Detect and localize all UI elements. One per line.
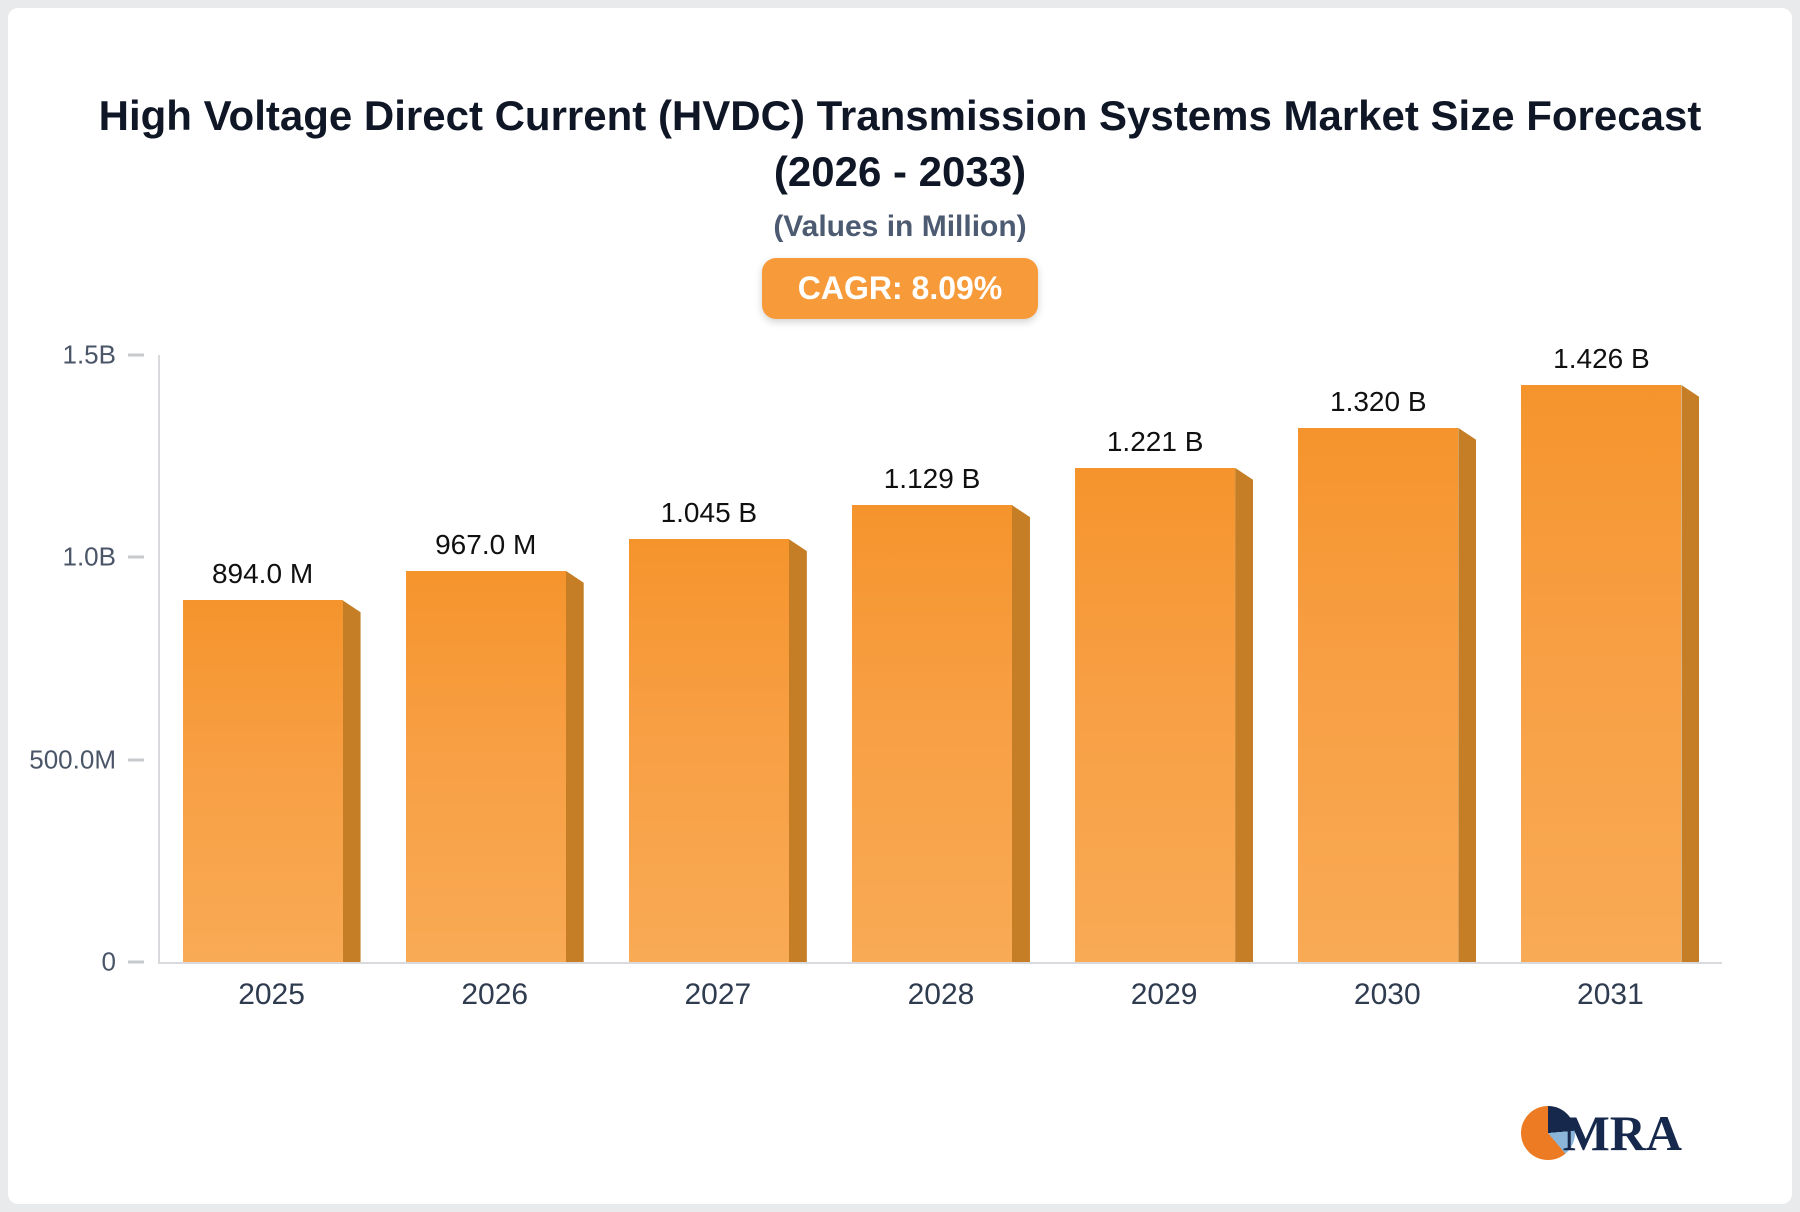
bar-side-3d	[1458, 427, 1477, 962]
mra-logo: MRA	[1520, 1104, 1682, 1162]
bar-value-label: 894.0 M	[211, 558, 314, 590]
y-axis-tick-mark	[128, 960, 144, 964]
bar-group: 967.0 M 2026	[405, 355, 584, 1011]
bar-side-3d	[1235, 467, 1254, 962]
bar-group: 1.221 B 2029	[1075, 355, 1254, 1011]
bar[interactable]: 1.320 B	[1298, 386, 1477, 962]
y-axis-tick-label: 1.5B	[62, 339, 117, 370]
x-axis-label: 2029	[1130, 978, 1198, 1011]
bar-side-3d	[565, 570, 584, 962]
x-axis-label: 2031	[1577, 978, 1644, 1011]
x-axis-label: 2027	[684, 978, 752, 1011]
bar-value-label: 967.0 M	[435, 528, 537, 560]
y-axis-tick: 500.0M	[10, 744, 160, 775]
bar-value-label: 1.221 B	[1106, 425, 1204, 457]
bar-side-3d	[342, 600, 361, 962]
mra-logo-pie-icon	[1520, 1106, 1575, 1160]
bar[interactable]: 1.045 B	[628, 497, 807, 962]
y-axis-tick-label: 1.0B	[62, 541, 117, 572]
cagr-badge: CAGR: 8.09%	[761, 258, 1039, 319]
x-axis-label: 2030	[1353, 978, 1421, 1011]
chart-title-line1: High Voltage Direct Current (HVDC) Trans…	[98, 92, 1702, 139]
bar-group: 1.426 B 2031	[1521, 343, 1700, 1011]
bar-value-label: 1.426 B	[1553, 342, 1650, 374]
bar-series: 894.0 M 2025 967.0 M 2026 1.045 B 2027 1.129 B…	[160, 343, 1722, 1011]
bar-face	[182, 600, 343, 962]
chart-title: High Voltage Direct Current (HVDC) Trans…	[68, 88, 1732, 200]
bar[interactable]: 1.221 B	[1075, 426, 1254, 962]
bar[interactable]: 894.0 M	[182, 558, 361, 962]
bar-value-label: 1.320 B	[1330, 385, 1427, 417]
bar-side-3d	[788, 539, 807, 962]
x-axis-label: 2025	[238, 978, 305, 1011]
y-axis: 1.5B 1.0B 500.0M 0	[10, 340, 160, 977]
bar-face	[851, 505, 1012, 962]
y-axis-tick-label: 500.0M	[29, 744, 116, 775]
bar-face	[1521, 384, 1682, 962]
bar-face	[628, 539, 789, 962]
bar-group: 1.045 B 2027	[628, 355, 807, 1011]
bar[interactable]: 1.129 B	[851, 463, 1030, 962]
y-axis-tick: 0	[10, 947, 160, 978]
bar-group: 1.320 B 2030	[1298, 355, 1477, 1011]
bar-group: 1.129 B 2028	[851, 355, 1030, 1011]
y-axis-tick-mark	[128, 353, 144, 357]
bar-side-3d	[1011, 505, 1030, 962]
bar-value-label: 1.045 B	[660, 497, 758, 529]
chart-subtitle: (Values in Million)	[773, 210, 1027, 243]
y-axis-tick: 1.5B	[10, 340, 160, 371]
y-axis-tick-label: 0	[101, 946, 116, 977]
y-axis-tick: 1.0B	[10, 542, 160, 573]
chart-title-line2: (2026 - 2033)	[773, 148, 1027, 195]
bar[interactable]: 1.426 B	[1521, 343, 1700, 962]
bar-side-3d	[1681, 384, 1700, 962]
plot-area: 1.5B 1.0B 500.0M 0 894.0 M 2025 967.0 M 2026 1.…	[29, 340, 1722, 1011]
bar-face	[1298, 427, 1459, 962]
bar-face	[405, 570, 566, 962]
bar-face	[1075, 467, 1236, 962]
mra-logo-text: MRA	[1562, 1105, 1682, 1161]
bar-group: 894.0 M 2025	[182, 355, 361, 1011]
x-axis-label: 2028	[907, 978, 975, 1011]
y-axis-tick-mark	[128, 758, 144, 762]
y-axis-tick-mark	[128, 555, 144, 559]
bar[interactable]: 967.0 M	[405, 529, 584, 962]
x-axis-label: 2026	[461, 978, 529, 1011]
bar-value-label: 1.129 B	[883, 463, 981, 495]
chart-card: High Voltage Direct Current (HVDC) Trans…	[8, 8, 1792, 1204]
